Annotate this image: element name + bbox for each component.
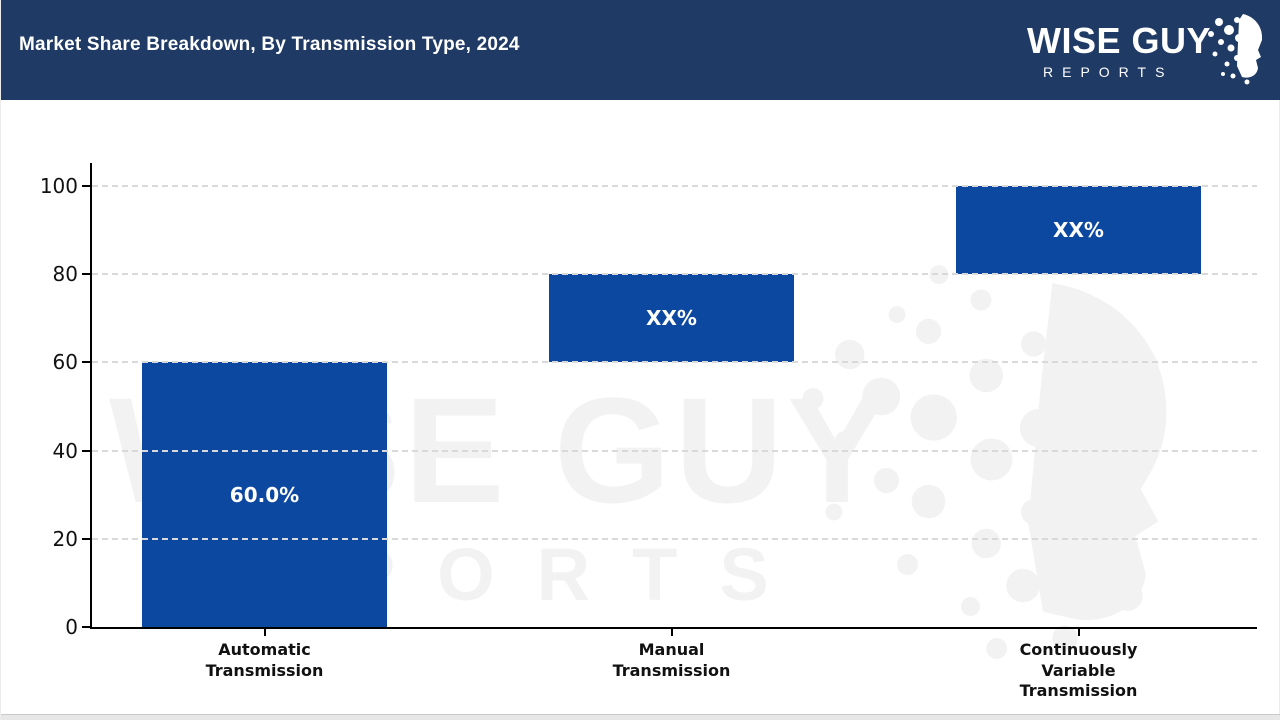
x-tick-1: [670, 629, 673, 636]
bar-value-label: XX%: [1053, 218, 1104, 243]
x-category-label-line: Transmission: [1019, 681, 1138, 700]
y-tick-20: [82, 537, 90, 540]
x-category-label-line: Transmission: [612, 660, 731, 680]
y-tick-100: [82, 185, 90, 187]
gridline-40: [92, 449, 1257, 452]
gridline-20: [92, 537, 1257, 540]
bar-continuously-variable-transmission: XX%: [956, 186, 1201, 275]
y-tick-label-60: 60: [52, 350, 78, 375]
x-category-label-manual-transmission: Manual Transmission: [542, 640, 802, 681]
y-tick-40: [82, 449, 90, 452]
bar-automatic-transmission: 60.0%: [142, 362, 387, 627]
x-category-label-line: Manual: [638, 640, 705, 659]
y-tick-label-40: 40: [52, 438, 78, 463]
header-bar: Market Share Breakdown, By Transmission …: [1, 0, 1280, 100]
x-category-label-automatic-transmission: Automatic Transmission: [135, 640, 395, 681]
x-category-label-continuously-variable-transmission: Continuously Variable Transmission: [949, 640, 1209, 702]
x-category-label-line: Transmission: [205, 660, 324, 680]
x-tick-0: [263, 629, 266, 636]
wise-guy-reports-logo: WISE GUY REPORTS: [1025, 8, 1265, 94]
gridline-100: [92, 185, 1257, 187]
y-axis-line: [90, 163, 92, 629]
gridline-80: [92, 273, 1257, 276]
bar-value-label: XX%: [646, 306, 697, 331]
plot-area: 0 20 40 60 80 100 60.0% Automatic Transmission XX…: [1, 100, 1280, 714]
y-tick-label-100: 100: [39, 174, 78, 198]
logo-reports-text: REPORTS: [1043, 64, 1174, 80]
bar-manual-transmission: XX%: [549, 274, 794, 363]
bar-value-label: 60.0%: [229, 482, 300, 507]
y-tick-80: [82, 273, 90, 276]
y-tick-0: [82, 626, 90, 628]
y-tick-label-0: 0: [65, 615, 78, 639]
footer-strip: [1, 714, 1280, 720]
x-category-label-line: Automatic: [218, 640, 311, 659]
x-axis-line: [90, 627, 1257, 629]
logo-wiseguy-text: WISE GUY: [1027, 20, 1212, 61]
gridline-60: [92, 361, 1257, 364]
logo-face-icon: [1208, 14, 1263, 85]
x-category-label-line: Variable: [1041, 660, 1116, 680]
x-tick-2: [1077, 629, 1080, 636]
y-tick-60: [82, 361, 90, 364]
x-category-label-line: Continuously: [1019, 640, 1138, 659]
y-tick-label-20: 20: [52, 526, 78, 551]
y-tick-label-80: 80: [52, 262, 78, 287]
page-title: Market Share Breakdown, By Transmission …: [19, 34, 520, 55]
